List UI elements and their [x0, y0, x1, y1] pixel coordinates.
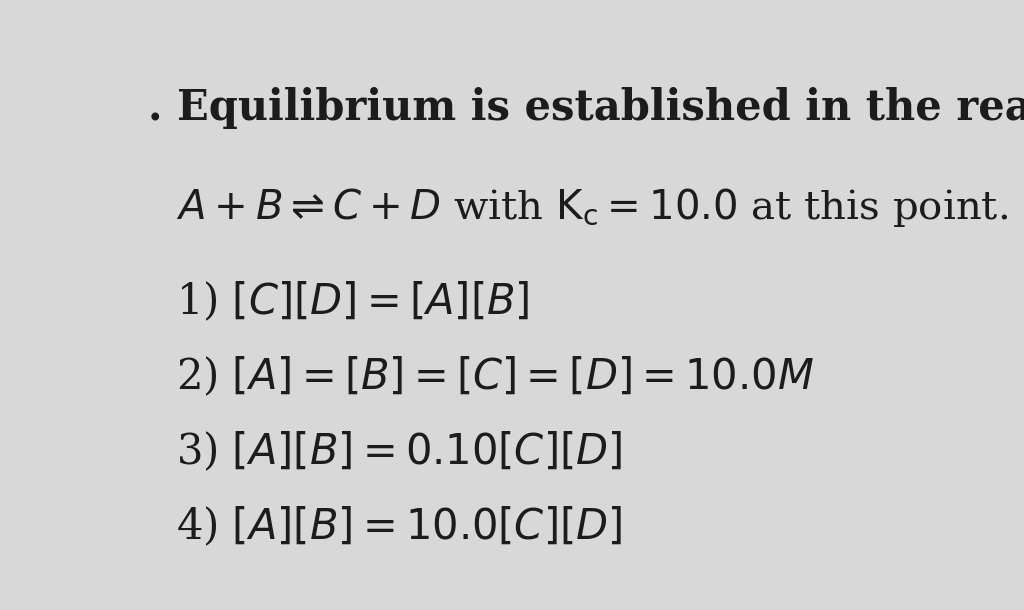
Text: $A+B\rightleftharpoons C+D$ with $\mathrm{K_c}=10.0$ at this point.: $A+B\rightleftharpoons C+D$ with $\mathr…	[176, 186, 1008, 229]
Text: 1) $[C][D]=[A][B]$: 1) $[C][D]=[A][B]$	[176, 280, 529, 323]
Text: 4) $[A][B]=10.0[C][D]$: 4) $[A][B]=10.0[C][D]$	[176, 505, 622, 549]
Text: 2) $[A]=[B]=[C]=[D]=10.0M$: 2) $[A]=[B]=[C]=[D]=10.0M$	[176, 355, 813, 398]
Text: . Equilibrium is established in the reaction: . Equilibrium is established in the reac…	[147, 87, 1024, 129]
Text: 3) $[A][B]=0.10[C][D]$: 3) $[A][B]=0.10[C][D]$	[176, 430, 622, 473]
